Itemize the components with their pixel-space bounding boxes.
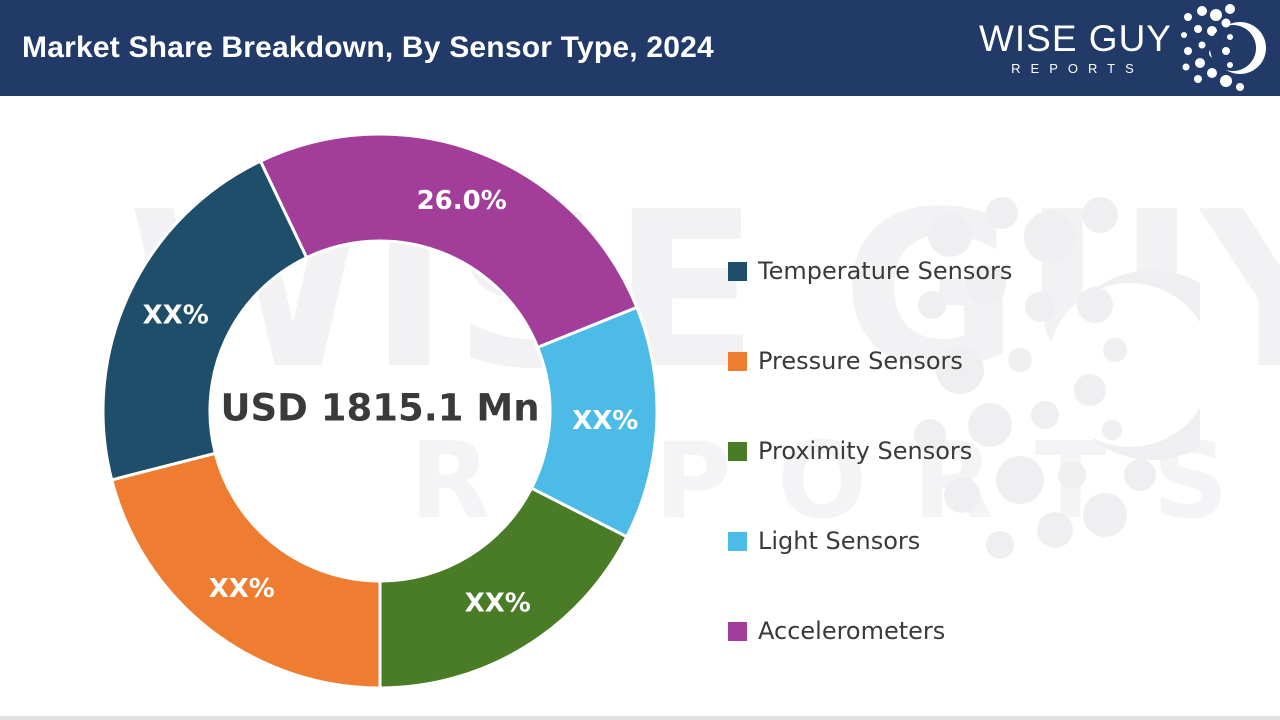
legend-item-proximity-sensors: Proximity Sensors — [728, 406, 1012, 496]
header: Market Share Breakdown, By Sensor Type, … — [0, 0, 1280, 96]
legend-item-light-sensors: Light Sensors — [728, 496, 1012, 586]
legend-swatch-proximity-sensors — [728, 441, 747, 461]
slice-value-label: XX% — [572, 406, 638, 436]
slice-value-label: XX% — [209, 574, 275, 604]
logo-text-line1: WISE GUY — [978, 18, 1172, 59]
legend-swatch-light-sensors — [728, 531, 747, 551]
slice-temperature-sensors — [101, 159, 309, 482]
legend-label: Proximity Sensors — [758, 437, 973, 465]
legend-swatch-pressure-sensors — [728, 351, 747, 371]
page-title: Market Share Breakdown, By Sensor Type, … — [22, 31, 714, 64]
slice-value-label: XX% — [465, 588, 531, 618]
footer-divider — [0, 716, 1280, 720]
legend-label: Accelerometers — [758, 617, 946, 645]
donut-center-value: USD 1815.1 Mn — [220, 386, 540, 430]
slice-value-label: XX% — [143, 301, 209, 331]
legend-label: Pressure Sensors — [758, 347, 963, 375]
logo-text-line2: REPORTS — [1011, 61, 1144, 76]
legend-swatch-temperature-sensors — [728, 261, 747, 281]
slice-proximity-sensors — [378, 486, 629, 690]
legend-label: Light Sensors — [758, 527, 921, 555]
logo-face-icon — [1181, 4, 1266, 91]
slice-pressure-sensors — [109, 451, 382, 690]
legend-swatch-accelerometers — [728, 621, 747, 641]
watermark-face-icon — [914, 197, 1200, 559]
legend-item-pressure-sensors: Pressure Sensors — [728, 316, 1012, 406]
legend-item-temperature-sensors: Temperature Sensors — [728, 226, 1012, 316]
wise-guy-logo: WISE GUY REPORTS — [979, 0, 1266, 96]
legend-item-accelerometers: Accelerometers — [728, 586, 1012, 676]
slice-value-label: 26.0% — [417, 186, 507, 216]
slice-accelerometers — [258, 132, 639, 350]
chart-legend: Temperature Sensors Pressure Sensors Pro… — [728, 226, 1012, 676]
legend-label: Temperature Sensors — [758, 257, 1013, 285]
